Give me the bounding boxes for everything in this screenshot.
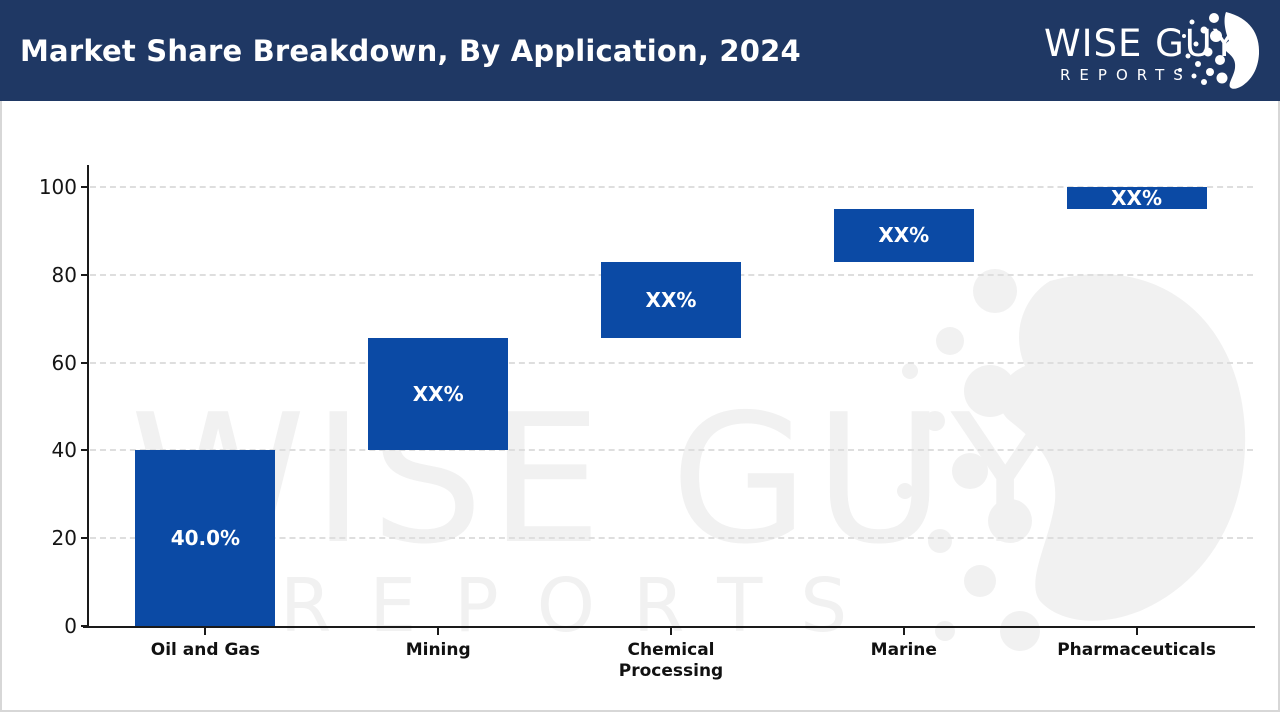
watermark-text-reports: REPORTS <box>280 563 885 649</box>
watermark: WISE GUY REPORTS <box>130 269 1246 651</box>
bar-mining: XX% <box>368 338 509 451</box>
wise-guy-reports-logo: WISE GUY REPORTS <box>1044 12 1260 89</box>
bar-chemical-processing: XX% <box>601 261 741 339</box>
y-tick-20 <box>81 537 89 540</box>
plot-area: WISE GUY REPORTS 0 20 40 60 80 100 40.0% Oil an… <box>0 101 1280 720</box>
category-label-pharmaceuticals: Pharmaceuticals <box>1057 640 1216 660</box>
bar-value-label-chemical-processing: XX% <box>645 288 697 313</box>
category-label-chemical-processing: Chemical Processing <box>618 640 724 682</box>
x-tick-chemical-processing <box>670 627 672 635</box>
y-tick-label-40: 40 <box>51 438 77 463</box>
y-tick-label-0: 0 <box>64 614 77 638</box>
bar-pharmaceuticals: XX% <box>1066 185 1207 210</box>
bar-value-label-marine: XX% <box>878 223 930 248</box>
y-tick-60 <box>81 361 89 364</box>
x-tick-marine <box>902 627 905 635</box>
logo-text-reports: REPORTS <box>1060 66 1192 84</box>
y-tick-80 <box>81 273 89 276</box>
watermark-text-wise-guy: WISE GUY <box>130 376 1065 583</box>
logo-dotted-face-icon <box>1178 12 1260 89</box>
x-tick-oil-and-gas <box>204 627 207 635</box>
y-tick-label-100: 100 <box>38 175 77 199</box>
x-tick-mining <box>437 627 440 635</box>
gridline-60 <box>90 361 1253 364</box>
gridline-100 <box>90 186 1253 188</box>
y-tick-label-80: 80 <box>51 262 77 287</box>
x-axis-line <box>83 626 1255 628</box>
y-tick-40 <box>81 449 89 452</box>
bar-value-label-pharmaceuticals: XX% <box>1111 185 1163 210</box>
y-tick-label-60: 60 <box>51 350 77 375</box>
bar-value-label-mining: XX% <box>412 382 464 407</box>
y-tick-label-20: 20 <box>51 526 77 551</box>
y-axis-line <box>87 165 89 628</box>
category-label-marine: Marine <box>870 640 937 660</box>
bar-value-label-oil-and-gas: 40.0% <box>170 526 241 551</box>
logo-text-wise-guy: WISE GUY <box>1044 22 1236 65</box>
gridline-40 <box>90 449 1253 452</box>
header-bar: Market Share Breakdown, By Application, … <box>0 0 1280 101</box>
page-title: Market Share Breakdown, By Application, … <box>20 33 801 68</box>
bar-marine: XX% <box>833 208 974 262</box>
category-label-oil-and-gas: Oil and Gas <box>150 640 260 660</box>
y-tick-100 <box>81 186 89 188</box>
gridline-20 <box>90 537 1253 540</box>
bar-oil-and-gas: 40.0% <box>135 450 276 626</box>
x-tick-pharmaceuticals <box>1135 627 1138 635</box>
watermark-dotted-face-icon <box>897 269 1246 651</box>
category-label-mining: Mining <box>405 640 471 660</box>
